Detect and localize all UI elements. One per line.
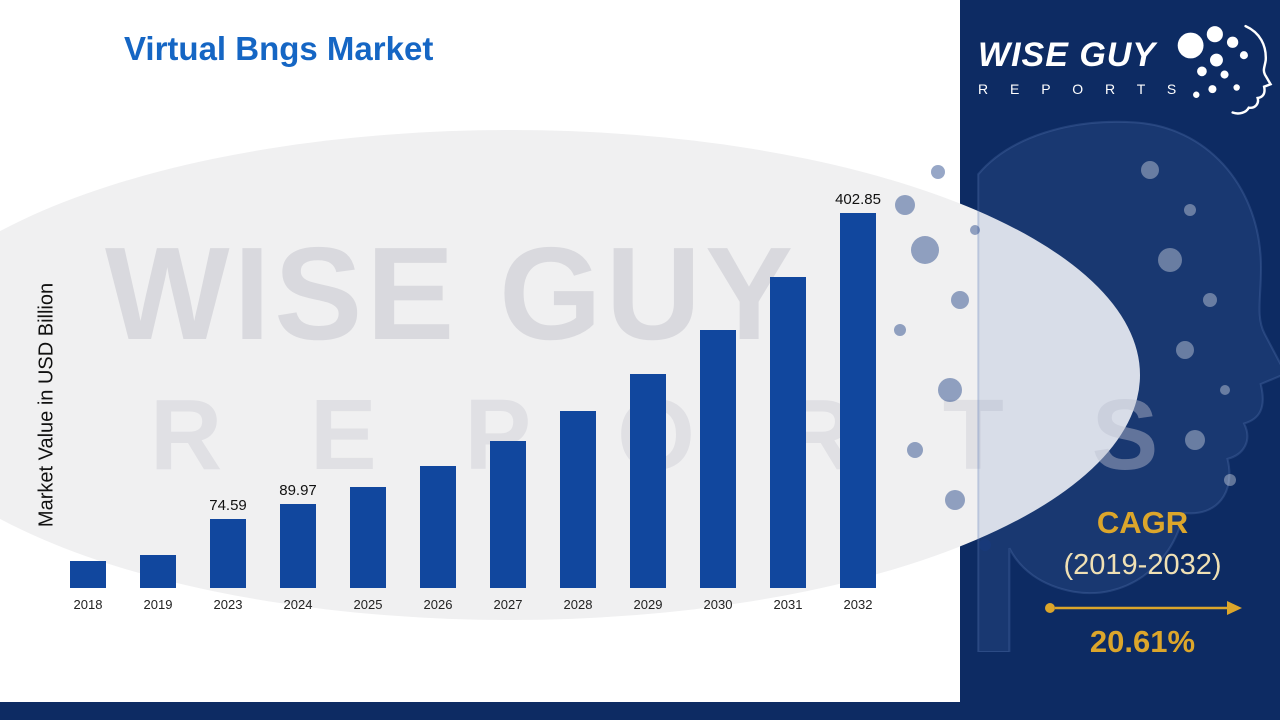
cagr-arrow-icon: [1044, 601, 1242, 615]
bar: [420, 466, 456, 588]
bar-group: 2018: [70, 556, 106, 612]
x-tick-label: 2032: [843, 597, 873, 612]
bar: [140, 555, 176, 588]
bar-value-label: 89.97: [279, 482, 317, 500]
x-tick-label: 2019: [143, 597, 173, 612]
bar: [70, 560, 106, 588]
x-tick-label: 2027: [493, 597, 523, 612]
bar-group: 2025: [350, 482, 386, 612]
bar-value-label: 74.59: [209, 496, 247, 514]
bar: [280, 504, 316, 588]
bar-group: 2029: [630, 369, 666, 612]
page-title: Virtual Bngs Market: [124, 30, 434, 67]
x-tick-label: 2018: [73, 597, 103, 612]
bar: [770, 277, 806, 588]
x-tick-label: 2023: [213, 597, 243, 612]
x-tick-label: 2030: [703, 597, 733, 612]
bar-group: 2030: [700, 325, 736, 612]
bar-chart: 2018 2019 74.59 2023 89.97 2024 2025 2026 2027 20…: [70, 191, 881, 612]
x-tick-label: 2029: [633, 597, 663, 612]
cagr-period: (2019-2032): [1063, 549, 1222, 581]
bar: [840, 213, 876, 588]
y-axis-label: Market Value in USD Billion: [35, 282, 58, 528]
brand-logo-subtitle: R E P O R T S: [978, 81, 1186, 97]
bar: [700, 330, 736, 588]
bar-group: 74.59 2023: [209, 496, 247, 612]
bar: [630, 374, 666, 588]
bar-group: 2031: [770, 272, 806, 612]
bar: [210, 518, 246, 588]
x-tick-label: 2028: [563, 597, 593, 612]
cagr-label: CAGR: [1096, 505, 1189, 540]
bar: [350, 487, 386, 588]
bottom-accent-strip: [0, 702, 1280, 720]
brand-logo-name: WISE GUY: [978, 36, 1157, 74]
bar-group: 2026: [420, 461, 456, 612]
cagr-value: 20.61%: [1089, 624, 1196, 659]
cagr-block: CAGR (2019-2032) 20.61%: [1015, 505, 1270, 660]
bar-value-label: 402.85: [835, 191, 881, 208]
logo-head-icon: [1177, 24, 1273, 115]
bar: [560, 410, 596, 588]
bar: [490, 441, 526, 588]
x-tick-label: 2031: [773, 597, 803, 612]
bar-group: 89.97 2024: [279, 482, 317, 612]
bar-group: 2027: [490, 436, 526, 612]
x-tick-label: 2024: [283, 597, 313, 612]
bar-group: 2028: [560, 406, 596, 612]
watermark-line1: WISE GUY: [105, 220, 798, 367]
x-tick-label: 2025: [353, 597, 383, 612]
bar-group: 402.85 2032: [835, 191, 881, 612]
bar-group: 2019: [140, 550, 176, 612]
brand-logo: WISE GUY R E P O R T S: [978, 36, 1188, 97]
x-tick-label: 2026: [423, 597, 453, 612]
